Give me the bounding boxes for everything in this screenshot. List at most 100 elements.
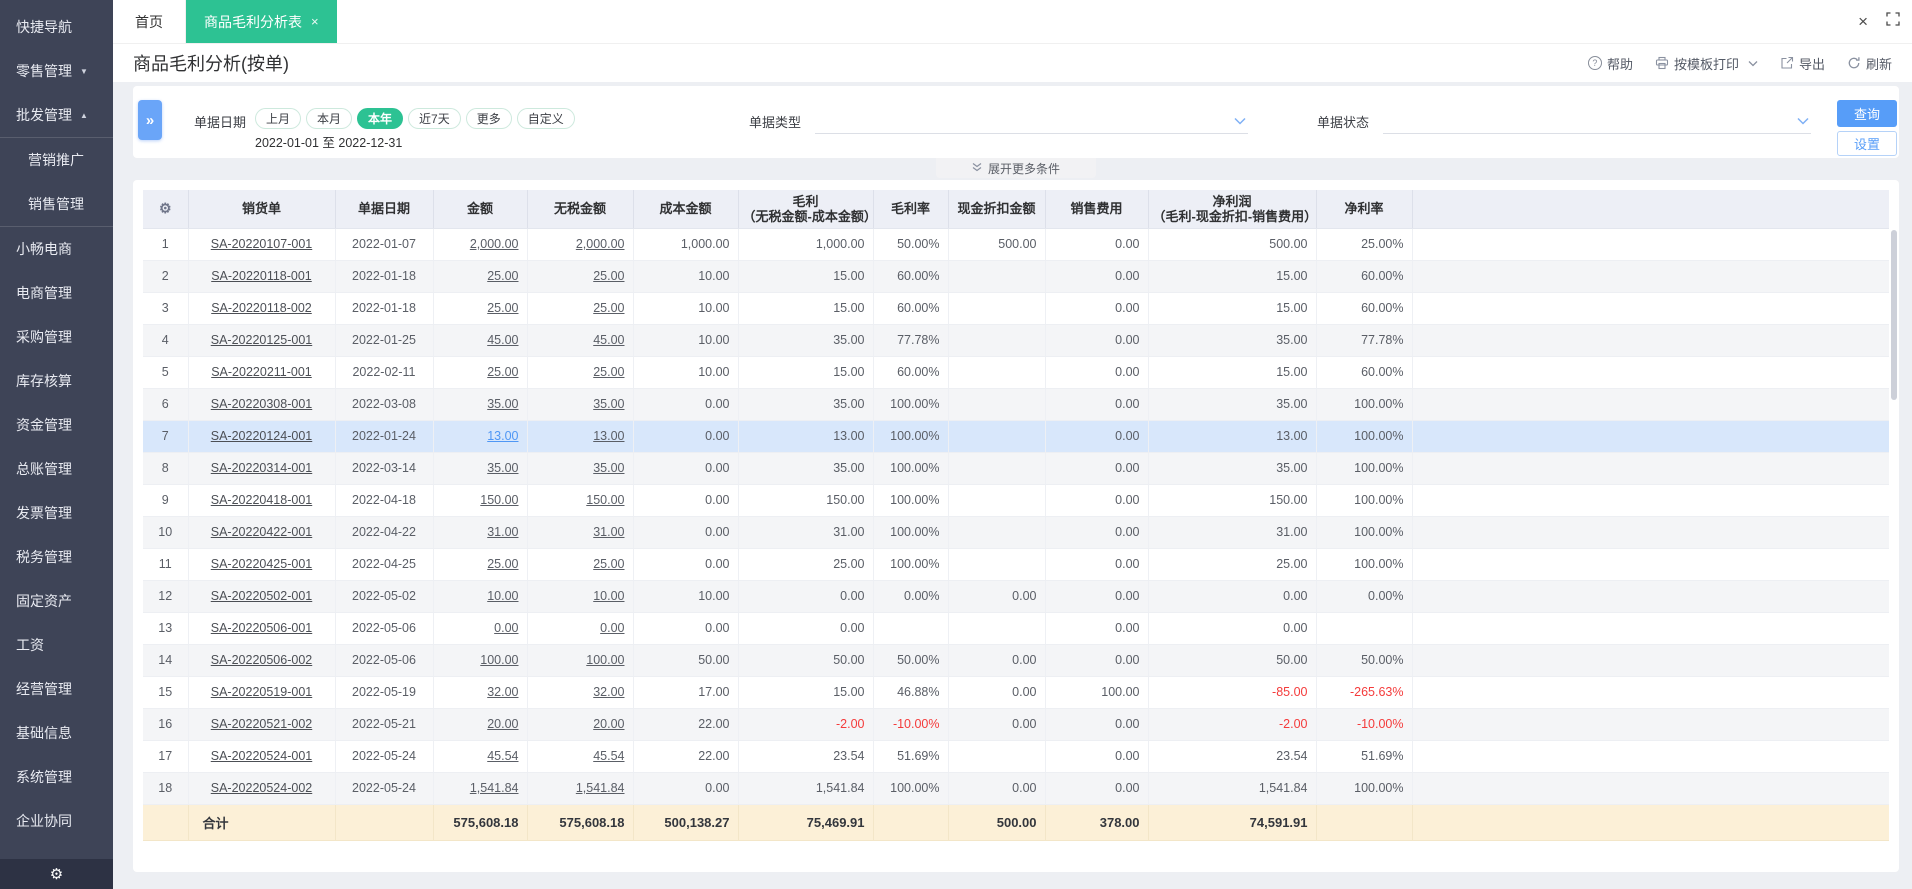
table-row[interactable]: 17 SA-20220524-001 2022-05-24 45.54 45.54 22.… (143, 740, 1889, 773)
sales-order-link[interactable]: SA-20220124-001 (210, 429, 313, 443)
sidebar-item[interactable]: 库存核算 (0, 359, 113, 403)
amount-link[interactable]: 25.00 (487, 269, 519, 283)
chevron-down-icon[interactable] (1748, 60, 1758, 67)
sidebar-item[interactable]: 资金管理 (0, 403, 113, 447)
table-row[interactable]: 16 SA-20220521-002 2022-05-21 20.00 20.00 22.… (143, 708, 1889, 741)
amount-link[interactable]: 35.00 (593, 397, 625, 411)
date-pill[interactable]: 上月 (255, 108, 302, 129)
table-row[interactable]: 5 SA-20220211-001 2022-02-11 25.00 25.00 10.0… (143, 356, 1889, 389)
collapse-filter-button[interactable]: » (138, 100, 162, 140)
help-button[interactable]: ? 帮助 (1587, 54, 1633, 73)
sales-order-link[interactable]: SA-20220519-001 (210, 685, 313, 699)
amount-link[interactable]: 2,000.00 (575, 237, 625, 251)
amount-link[interactable]: 25.00 (593, 301, 625, 315)
amount-link[interactable]: 0.00 (494, 621, 519, 635)
table-row[interactable]: 15 SA-20220519-001 2022-05-19 32.00 32.00 17.… (143, 676, 1889, 709)
amount-link[interactable]: 25.00 (487, 557, 519, 571)
sales-order-link[interactable]: SA-20220211-001 (211, 365, 312, 379)
sales-order-link[interactable]: SA-20220506-002 (210, 653, 313, 667)
tab-close-icon[interactable]: × (311, 14, 319, 29)
sales-order-link[interactable]: SA-20220118-002 (211, 301, 312, 315)
date-pill[interactable]: 近7天 (408, 108, 461, 129)
settings-button[interactable]: 设置 (1837, 131, 1897, 156)
amount-link[interactable]: 1,541.84 (469, 781, 519, 795)
sales-order-link[interactable]: SA-20220308-001 (210, 397, 313, 411)
sidebar-item[interactable]: 企业协同 (0, 799, 113, 843)
date-range-value[interactable]: 2022-01-01 至 2022-12-31 (255, 136, 403, 150)
date-pill[interactable]: 本年 (357, 108, 404, 129)
sidebar-item[interactable]: 零售管理 ▼ (0, 49, 113, 93)
table-row[interactable]: 13 SA-20220506-001 2022-05-06 0.00 0.00 0.00 0… (143, 612, 1889, 645)
sales-order-link[interactable]: SA-20220418-001 (210, 493, 313, 507)
amount-link[interactable]: 35.00 (487, 461, 519, 475)
amount-link[interactable]: 150.00 (480, 493, 519, 507)
date-pill[interactable]: 本月 (306, 108, 353, 129)
table-row[interactable]: 18 SA-20220524-002 2022-05-24 1,541.84 1,541… (143, 772, 1889, 805)
amount-link[interactable]: 1,541.84 (575, 781, 625, 795)
table-row[interactable]: 11 SA-20220425-001 2022-04-25 25.00 25.00 0.0… (143, 548, 1889, 581)
table-row[interactable]: 1 SA-20220107-001 2022-01-07 2,000.00 2,000.… (143, 228, 1889, 261)
query-button[interactable]: 查询 (1837, 100, 1897, 127)
sales-order-link[interactable]: SA-20220502-001 (210, 589, 313, 603)
date-pill[interactable]: 更多 (465, 108, 512, 129)
amount-link[interactable]: 31.00 (593, 525, 625, 539)
amount-link[interactable]: 13.00 (487, 429, 519, 443)
sales-order-link[interactable]: SA-20220125-001 (210, 333, 313, 347)
table-row[interactable]: 4 SA-20220125-001 2022-01-25 45.00 45.00 10.0… (143, 324, 1889, 357)
amount-link[interactable]: 10.00 (487, 589, 519, 603)
amount-link[interactable]: 45.00 (593, 333, 625, 347)
expand-more-button[interactable]: 展开更多条件 (936, 158, 1096, 178)
amount-link[interactable]: 45.00 (487, 333, 519, 347)
amount-link[interactable]: 20.00 (487, 717, 519, 731)
sales-order-link[interactable]: SA-20220118-001 (211, 269, 312, 283)
gear-icon[interactable]: ⚙ (49, 865, 64, 883)
sales-order-link[interactable]: SA-20220521-002 (210, 717, 313, 731)
amount-link[interactable]: 100.00 (586, 653, 625, 667)
amount-link[interactable]: 13.00 (593, 429, 625, 443)
table-row[interactable]: 6 SA-20220308-001 2022-03-08 35.00 35.00 0.00… (143, 388, 1889, 421)
sidebar-item[interactable]: 发票管理 (0, 491, 113, 535)
close-icon[interactable]: × (1858, 11, 1868, 31)
sidebar-item[interactable]: 采购管理 (0, 315, 113, 359)
sales-order-link[interactable]: SA-20220314-001 (210, 461, 313, 475)
table-row[interactable]: 8 SA-20220314-001 2022-03-14 35.00 35.00 0.00… (143, 452, 1889, 485)
amount-link[interactable]: 25.00 (593, 269, 625, 283)
amount-link[interactable]: 35.00 (593, 461, 625, 475)
sidebar-item[interactable]: 总账管理 (0, 447, 113, 491)
amount-link[interactable]: 32.00 (487, 685, 519, 699)
sidebar-item[interactable]: 基础信息 (0, 711, 113, 755)
table-row[interactable]: 10 SA-20220422-001 2022-04-22 31.00 31.00 0.0… (143, 516, 1889, 549)
amount-link[interactable]: 32.00 (593, 685, 625, 699)
sidebar-item[interactable]: 批发管理 ▲ (0, 93, 113, 137)
doc-status-select[interactable] (1383, 108, 1811, 134)
sales-order-link[interactable]: SA-20220422-001 (210, 525, 313, 539)
sidebar-item[interactable]: 固定资产 (0, 579, 113, 623)
doc-type-select[interactable] (815, 108, 1248, 134)
sales-order-link[interactable]: SA-20220107-001 (210, 237, 313, 251)
sales-order-link[interactable]: SA-20220524-002 (210, 781, 313, 795)
sidebar-item[interactable]: 工资 (0, 623, 113, 667)
table-row[interactable]: 2 SA-20220118-001 2022-01-18 25.00 25.00 10.0… (143, 260, 1889, 293)
amount-link[interactable]: 100.00 (480, 653, 519, 667)
amount-link[interactable]: 45.54 (487, 749, 519, 763)
sidebar-item[interactable]: 经营管理 (0, 667, 113, 711)
gear-icon[interactable]: ⚙ (158, 200, 172, 217)
amount-link[interactable]: 35.00 (487, 397, 519, 411)
sidebar-item[interactable]: 小畅电商 (0, 227, 113, 271)
table-row[interactable]: 14 SA-20220506-002 2022-05-06 100.00 100.00 5… (143, 644, 1889, 677)
sidebar-item[interactable]: 营销推广 (0, 138, 113, 182)
refresh-button[interactable]: 刷新 (1847, 54, 1892, 73)
table-row[interactable]: 12 SA-20220502-001 2022-05-02 10.00 10.00 10.… (143, 580, 1889, 613)
amount-link[interactable]: 2,000.00 (469, 237, 519, 251)
amount-link[interactable]: 25.00 (593, 557, 625, 571)
amount-link[interactable]: 150.00 (586, 493, 625, 507)
sales-order-link[interactable]: SA-20220524-001 (210, 749, 313, 763)
amount-link[interactable]: 25.00 (487, 365, 519, 379)
tab-active[interactable]: 商品毛利分析表 × (186, 0, 337, 43)
amount-link[interactable]: 20.00 (593, 717, 625, 731)
amount-link[interactable]: 0.00 (600, 621, 625, 635)
sidebar-item[interactable]: 快捷导航 (0, 5, 113, 49)
sidebar-item[interactable]: 销售管理 (0, 182, 113, 226)
sales-order-link[interactable]: SA-20220506-001 (210, 621, 313, 635)
tab-home[interactable]: 首页 (113, 0, 186, 43)
